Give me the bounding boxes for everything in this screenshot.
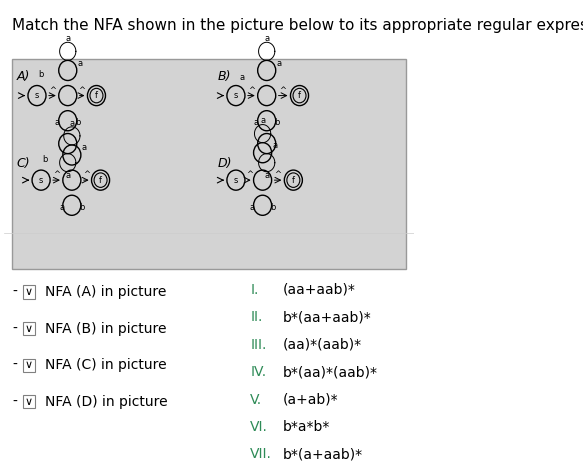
Text: II.: II.	[250, 310, 263, 324]
Text: b: b	[270, 203, 276, 212]
Text: b: b	[79, 203, 85, 212]
Text: -: -	[12, 358, 17, 372]
Text: Match the NFA shown in the picture below to its appropriate regular expression: Match the NFA shown in the picture below…	[12, 18, 583, 33]
Text: ^: ^	[79, 85, 86, 95]
Text: b: b	[38, 71, 44, 79]
Text: ∨: ∨	[24, 360, 33, 370]
Text: ∨: ∨	[24, 397, 33, 407]
Text: a: a	[240, 72, 245, 82]
Text: s: s	[234, 91, 238, 100]
Text: B): B)	[217, 71, 231, 84]
Text: ∨: ∨	[24, 287, 33, 297]
Text: ^: ^	[275, 170, 282, 179]
Text: -: -	[12, 285, 17, 299]
Text: s: s	[234, 176, 238, 184]
Text: b: b	[43, 155, 48, 164]
Text: a: a	[254, 118, 259, 127]
Text: a: a	[82, 143, 87, 152]
Text: ^: ^	[49, 85, 56, 95]
Text: b*a*b*: b*a*b*	[283, 420, 331, 434]
Text: A): A)	[16, 71, 30, 84]
Text: -: -	[12, 395, 17, 409]
Text: ^: ^	[246, 170, 253, 179]
Text: a: a	[272, 141, 278, 150]
Text: a: a	[264, 34, 269, 43]
Text: a: a	[260, 116, 265, 126]
Text: NFA (B) in picture: NFA (B) in picture	[45, 322, 167, 336]
Text: D): D)	[217, 157, 232, 170]
Text: ^: ^	[83, 170, 90, 179]
Text: a: a	[59, 203, 64, 212]
Text: a: a	[69, 119, 75, 127]
Text: s: s	[39, 176, 43, 184]
Text: f: f	[99, 176, 102, 184]
Text: a: a	[78, 59, 83, 68]
Text: (aa+aab)*: (aa+aab)*	[283, 283, 356, 297]
Text: b: b	[274, 118, 280, 127]
FancyBboxPatch shape	[12, 59, 406, 269]
Text: I.: I.	[250, 283, 259, 297]
Text: (a+ab)*: (a+ab)*	[283, 393, 339, 407]
Text: VI.: VI.	[250, 420, 268, 434]
Text: a: a	[250, 203, 255, 212]
Text: a: a	[55, 118, 60, 127]
Text: III.: III.	[250, 338, 266, 352]
Text: b*(aa)*(aab)*: b*(aa)*(aab)*	[283, 365, 378, 379]
Text: ^: ^	[53, 170, 60, 179]
Text: a: a	[65, 34, 71, 43]
Text: b*(a+aab)*: b*(a+aab)*	[283, 447, 363, 461]
Text: ^: ^	[248, 85, 255, 95]
Text: NFA (D) in picture: NFA (D) in picture	[45, 395, 168, 409]
Text: C): C)	[16, 157, 30, 170]
Text: a: a	[65, 171, 71, 180]
Text: a: a	[264, 171, 269, 180]
Text: VII.: VII.	[250, 447, 272, 461]
Text: NFA (C) in picture: NFA (C) in picture	[45, 358, 167, 372]
Text: s: s	[35, 91, 39, 100]
Text: NFA (A) in picture: NFA (A) in picture	[45, 285, 167, 299]
Text: ^: ^	[280, 85, 287, 95]
Text: (aa)*(aab)*: (aa)*(aab)*	[283, 338, 362, 352]
Text: b: b	[75, 118, 80, 127]
Text: ∨: ∨	[24, 324, 33, 334]
Text: f: f	[95, 91, 98, 100]
Text: IV.: IV.	[250, 365, 266, 379]
Text: f: f	[298, 91, 301, 100]
Text: a: a	[276, 59, 282, 68]
Text: -: -	[12, 322, 17, 336]
Text: f: f	[292, 176, 295, 184]
Text: V.: V.	[250, 393, 262, 407]
Text: b*(aa+aab)*: b*(aa+aab)*	[283, 310, 372, 324]
